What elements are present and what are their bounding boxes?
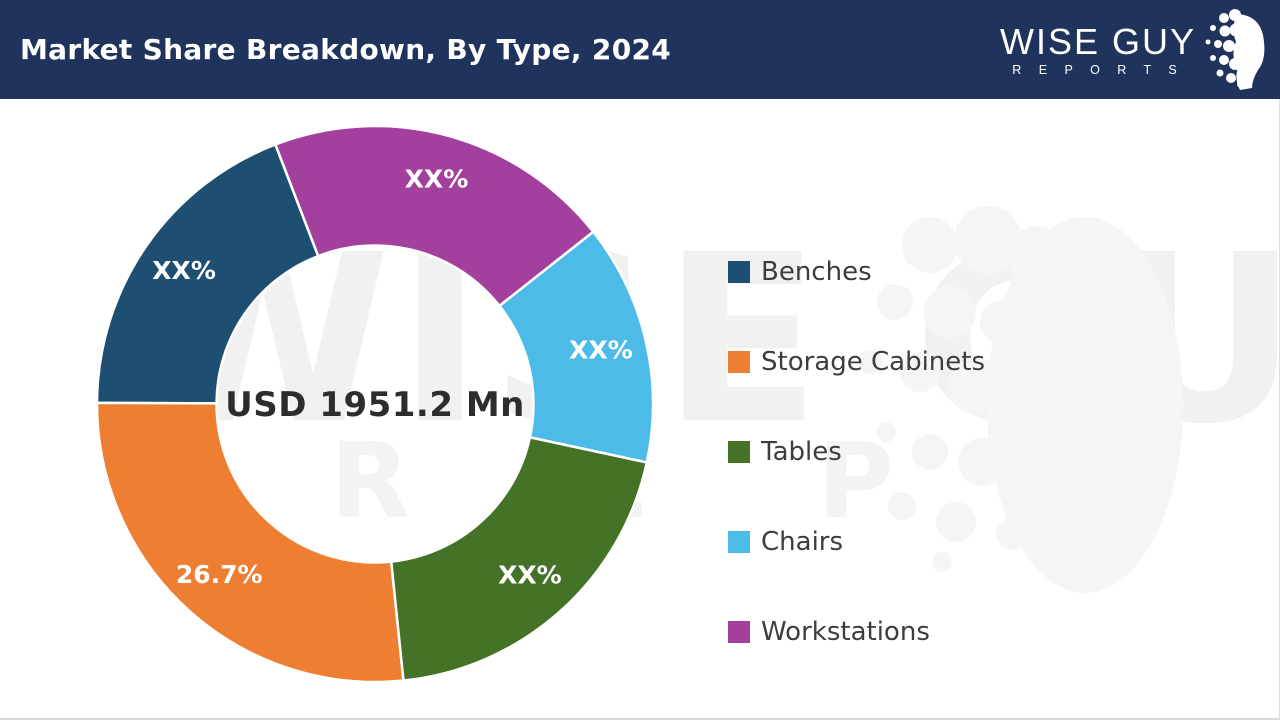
legend-item-benches[interactable]: Benches — [728, 257, 985, 287]
brand-logo-subtitle: R E P O R T S — [1012, 62, 1184, 77]
legend-label: Tables — [761, 437, 842, 467]
donut-slice-benches[interactable] — [95, 142, 320, 405]
legend-swatch-icon — [728, 621, 750, 643]
legend-item-storage-cabinets[interactable]: Storage Cabinets — [728, 347, 985, 377]
legend-item-workstations[interactable]: Workstations — [728, 617, 985, 647]
brand-logo: WISE GUY R E P O R T S — [1000, 8, 1266, 92]
slice-value-label-workstations: XX% — [405, 164, 469, 193]
legend-label: Benches — [761, 257, 872, 287]
legend-swatch-icon — [728, 531, 750, 553]
slice-value-label-benches: XX% — [152, 256, 216, 285]
legend-swatch-icon — [728, 441, 750, 463]
slice-value-label-tables: XX% — [498, 561, 562, 590]
brand-face-icon — [1205, 9, 1265, 90]
legend-item-chairs[interactable]: Chairs — [728, 527, 985, 557]
page-bottom-border — [0, 718, 1280, 720]
brand-logo-text: WISE GUY R E P O R T S — [1000, 23, 1196, 77]
chart-legend: Benches Storage Cabinets Tables Chairs Works… — [728, 257, 985, 707]
chart-center-value: USD 1951.2 Mn — [225, 385, 525, 425]
legend-swatch-icon — [728, 351, 750, 373]
legend-label: Workstations — [761, 617, 930, 647]
legend-label: Storage Cabinets — [761, 347, 986, 377]
donut-slice-tables[interactable] — [389, 435, 649, 682]
slice-value-label-storage-cabinets: 26.7% — [176, 560, 263, 589]
donut-slice-workstations[interactable] — [273, 124, 595, 308]
legend-swatch-icon — [728, 261, 750, 283]
donut-slice-storage-cabinets[interactable] — [95, 401, 405, 684]
header-bar: Market Share Breakdown, By Type, 2024 WI… — [0, 0, 1280, 99]
brand-logo-name: WISE GUY — [999, 21, 1196, 63]
legend-label: Chairs — [761, 527, 844, 557]
page-title: Market Share Breakdown, By Type, 2024 — [20, 33, 672, 66]
legend-item-tables[interactable]: Tables — [728, 437, 985, 467]
slice-value-label-chairs: XX% — [569, 335, 633, 364]
